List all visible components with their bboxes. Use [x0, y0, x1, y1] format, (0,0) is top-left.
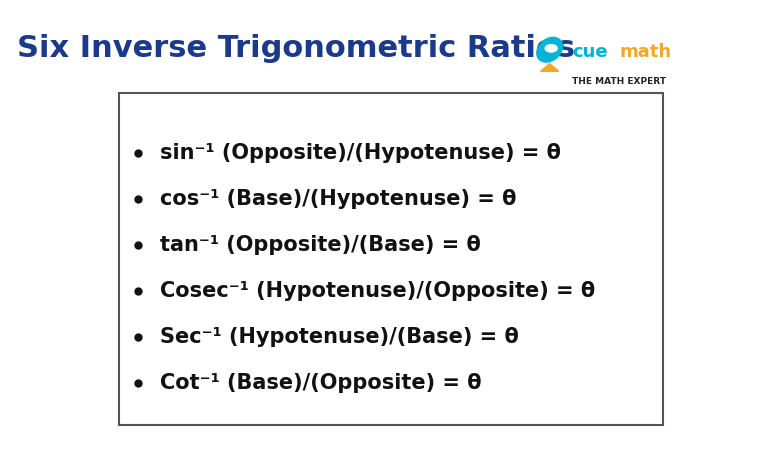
- Text: Sec⁻¹ (Hypotenuse)/(Base) = θ: Sec⁻¹ (Hypotenuse)/(Base) = θ: [160, 327, 519, 347]
- Text: Cosec⁻¹ (Hypotenuse)/(Opposite) = θ: Cosec⁻¹ (Hypotenuse)/(Opposite) = θ: [160, 282, 596, 301]
- Text: math: math: [619, 43, 672, 61]
- Text: cos⁻¹ (Base)/(Hypotenuse) = θ: cos⁻¹ (Base)/(Hypotenuse) = θ: [160, 189, 517, 209]
- Text: THE MATH EXPERT: THE MATH EXPERT: [572, 77, 666, 86]
- Text: Six Inverse Trigonometric Ratios: Six Inverse Trigonometric Ratios: [17, 34, 575, 63]
- Text: cue: cue: [572, 43, 608, 61]
- Circle shape: [545, 44, 557, 52]
- Ellipse shape: [537, 38, 562, 62]
- Text: tan⁻¹ (Opposite)/(Base) = θ: tan⁻¹ (Opposite)/(Base) = θ: [160, 235, 481, 255]
- Text: sin⁻¹ (Opposite)/(Hypotenuse) = θ: sin⁻¹ (Opposite)/(Hypotenuse) = θ: [160, 143, 561, 163]
- Polygon shape: [540, 63, 559, 71]
- Text: Cot⁻¹ (Base)/(Opposite) = θ: Cot⁻¹ (Base)/(Opposite) = θ: [160, 373, 482, 394]
- FancyBboxPatch shape: [118, 94, 663, 425]
